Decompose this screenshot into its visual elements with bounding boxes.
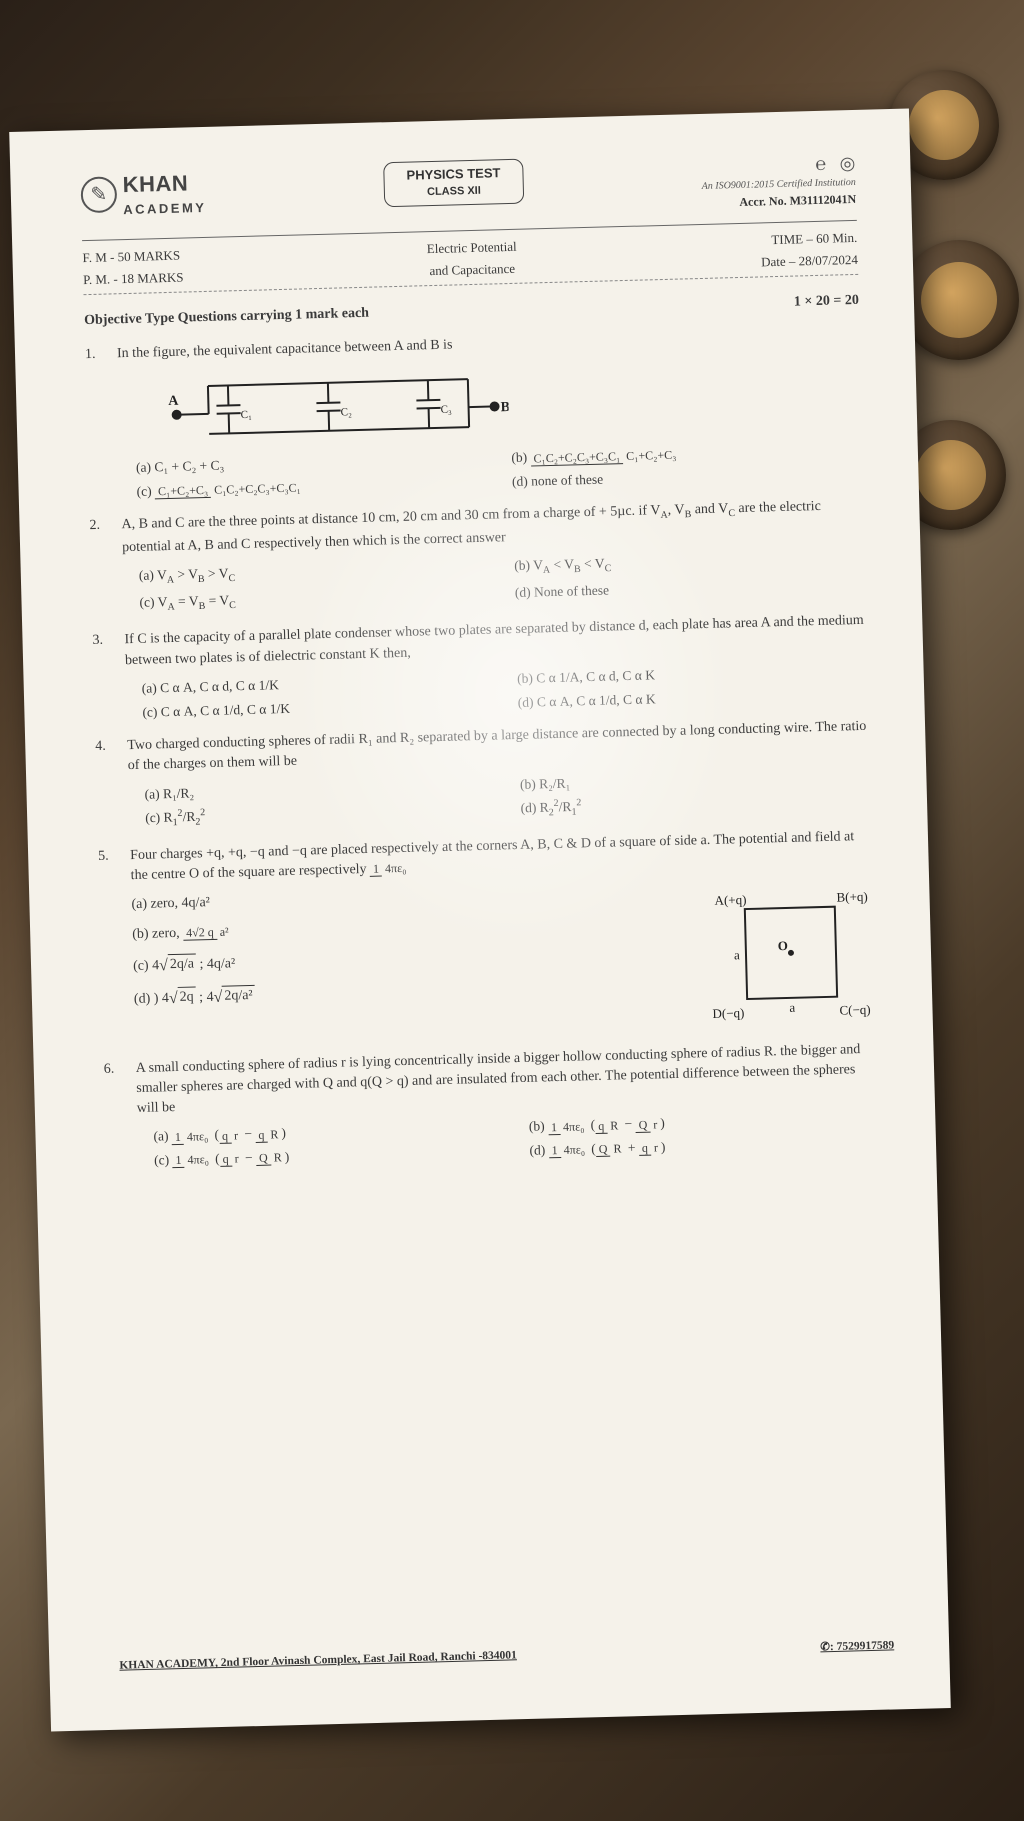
q5-diagram: A(+q) B(+q) C(−q) D(−q) O a a	[704, 875, 878, 1029]
section-heading: Objective Type Questions carrying 1 mark…	[84, 291, 859, 332]
q2-b: (b) VA < VB < VC	[514, 547, 866, 579]
q5-d: (d) ) 4√2q ; 4√2q/a²	[134, 974, 677, 1011]
svg-text:C₁: C₁	[241, 409, 253, 421]
q5-options: (a) zero, 4q/a² (b) zero, 4√2 qa² (c) 4√…	[131, 880, 677, 1011]
q5-text: Four charges +q, +q, −q and −q are place…	[130, 829, 854, 883]
q5-b: (b) zero, 4√2 qa²	[132, 911, 675, 946]
logo-icon: ✎	[80, 177, 117, 214]
label-D: D(−q)	[712, 1005, 744, 1021]
marking-scheme: 1 × 20 = 20	[794, 291, 859, 313]
svg-text:C₃: C₃	[440, 404, 452, 416]
q4-d: (d) R22/R12	[520, 789, 872, 822]
full-marks: F. M - 50 MARKS	[82, 247, 183, 268]
date: Date – 28/07/2024	[761, 251, 858, 272]
title-main: PHYSICS TEST	[406, 164, 500, 185]
q6-text: A small conducting sphere of radius r is…	[136, 1042, 861, 1117]
logo-line1: KHAN	[122, 167, 206, 201]
logo-line2: ACADEMY	[123, 199, 207, 220]
q-num: 1.	[85, 345, 111, 503]
test-title: PHYSICS TEST CLASS XII	[383, 159, 524, 207]
test-paper: ✎ KHAN ACADEMY PHYSICS TEST CLASS XII ℮ …	[9, 108, 951, 1731]
question-3: 3. If C is the capacity of a parallel pl…	[92, 611, 869, 723]
q4-c: (c) R12/R22	[145, 799, 497, 832]
q1-c: (c) C₁+C₂+C₃C₁C₂+C₂C₃+C₃C₁	[136, 472, 488, 501]
logo-block: ✎ KHAN ACADEMY	[80, 167, 207, 221]
question-2: 2. A, B and C are the three points at di…	[89, 496, 866, 617]
q3-text: If C is the capacity of a parallel plate…	[124, 613, 864, 668]
label-B: B(+q)	[836, 888, 868, 904]
topic: Electric Potential	[427, 238, 517, 259]
q3-options: (a) C α A, C α d, C α 1/K (b) C α 1/A, C…	[142, 660, 870, 722]
q1-d: (d) none of these	[512, 463, 864, 492]
q3-d: (d) C α A, C α 1/d, C α K	[518, 683, 870, 712]
q4-options: (a) R₁/R₂ (b) R₂/R₁ (c) R12/R22 (d) R22/…	[144, 765, 872, 831]
question-1: 1. In the figure, the equivalent capacit…	[85, 325, 864, 503]
q2-a: (a) VA > VB > VC	[139, 557, 491, 589]
certification: ℮ ◎ An ISO9001:2015 Certified Institutio…	[701, 150, 857, 212]
svg-text:A: A	[168, 394, 179, 409]
footer: KHAN ACADEMY, 2nd Floor Avinash Complex,…	[119, 1638, 894, 1675]
svg-text:C₂: C₂	[341, 406, 353, 418]
q-num: 6.	[104, 1059, 129, 1172]
q-num: 5.	[98, 846, 125, 1045]
label-a2: a	[789, 999, 795, 1014]
q6-d: (d) 14πε₀ (QR + qr)	[529, 1132, 881, 1161]
pass-marks: P. M. - 18 MARKS	[83, 268, 184, 289]
q4-text: Two charged conducting spheres of radii …	[127, 719, 866, 774]
label-a1: a	[734, 947, 740, 962]
question-5: 5. Four charges +q, +q, −q and −q are pl…	[98, 827, 878, 1046]
time: TIME – 60 Min.	[760, 229, 857, 250]
footer-phone: ✆: 7529917589	[820, 1638, 894, 1657]
deco-circle	[899, 240, 1019, 360]
label-A: A(+q)	[714, 892, 746, 908]
q5-a: (a) zero, 4q/a²	[131, 880, 674, 915]
q2-options: (a) VA > VB > VC (b) VA < VB < VC (c) VA…	[139, 547, 867, 616]
footer-address: KHAN ACADEMY, 2nd Floor Avinash Complex,…	[119, 1648, 517, 1675]
q2-d: (d) None of these	[515, 574, 867, 606]
q5-c: (c) 4√2q/a ; 4q/a²	[133, 941, 676, 978]
q1-text: In the figure, the equivalent capacitanc…	[117, 337, 453, 361]
topic2: and Capacitance	[427, 260, 517, 281]
q2-text: A, B and C are the three points at dista…	[121, 499, 821, 555]
q1-options: (a) C₁ + C₂ + C₃ (b) C₁C₂+C₂C₃+C₃C₁C₁+C₂…	[136, 439, 864, 501]
q-num: 3.	[92, 631, 116, 723]
q-num: 2.	[89, 516, 114, 618]
q6-options: (a) 14πε₀ (qr − qR) (b) 14πε₀ (qR − Qr) …	[153, 1108, 881, 1170]
question-4: 4. Two charged conducting spheres of rad…	[95, 717, 872, 833]
title-sub: CLASS XII	[407, 183, 501, 201]
svg-text:B: B	[500, 400, 509, 415]
q-num: 4.	[95, 737, 120, 833]
q1-circuit-diagram: A C₁	[168, 366, 510, 445]
q6-c: (c) 14πε₀ (qr − QR)	[154, 1141, 506, 1170]
section-title: Objective Type Questions carrying 1 mark…	[84, 303, 369, 331]
question-6: 6. A small conducting sphere of radius r…	[104, 1039, 882, 1171]
label-O: O	[778, 937, 789, 952]
q3-c: (c) C α A, C α 1/d, C α 1/K	[142, 693, 494, 722]
label-C: C(−q)	[839, 1001, 871, 1017]
q2-c: (c) VA = VB = VC	[139, 584, 491, 616]
